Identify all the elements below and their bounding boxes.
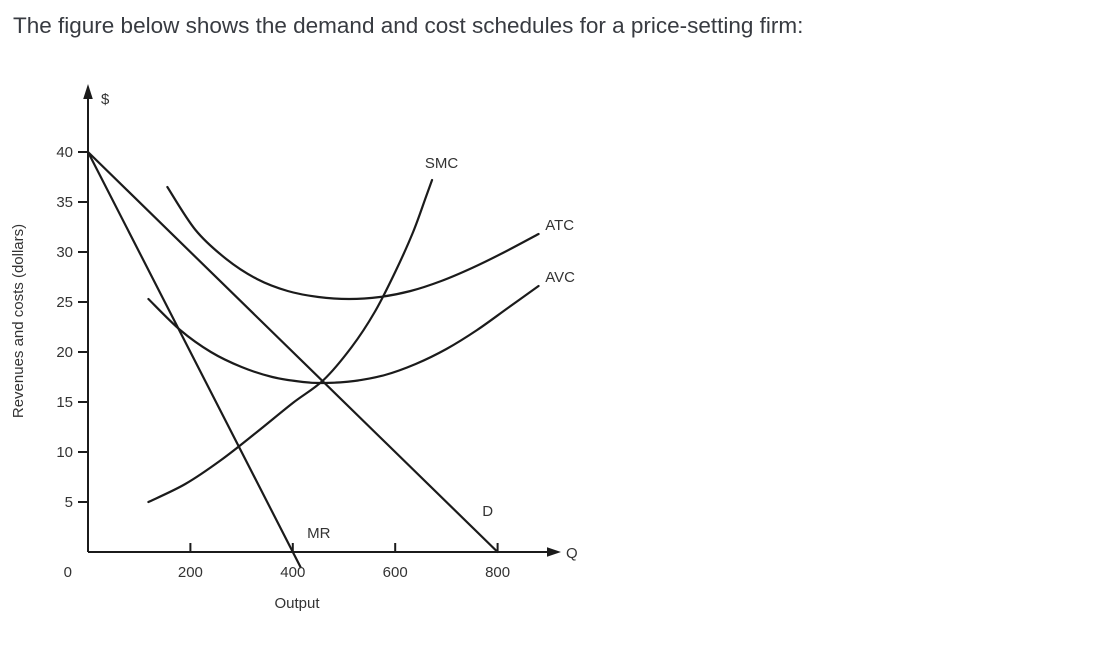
y-tick-label: 25 [56, 294, 73, 311]
page-title: The figure below shows the demand and co… [13, 13, 804, 38]
x-axis-symbol: Q [566, 545, 578, 562]
curve-AVC [147, 284, 540, 385]
curve-ATC [166, 185, 540, 301]
y-tick-label: 30 [56, 244, 73, 261]
x-tick-label: 600 [383, 564, 408, 581]
curve-label-AVC: AVC [545, 269, 575, 286]
x-tick-label: 200 [178, 564, 203, 581]
origin-label: 0 [64, 564, 72, 581]
y-tick-label: 10 [56, 444, 73, 461]
y-tick-label: 5 [65, 494, 73, 511]
figure: 5 10 15 20 25 30 35 40 200 400 600 800 0 $ Q Output Reve… [0, 59, 1117, 639]
curve-SMC [147, 178, 434, 504]
y-axis-title: Revenues and costs (dollars) [10, 224, 27, 418]
y-tick-label: 40 [56, 144, 73, 161]
curve-label-D: D [482, 503, 493, 520]
page: The figure below shows the demand and co… [0, 12, 1117, 639]
axes [78, 84, 561, 557]
curve-label-SMC: SMC [425, 155, 459, 172]
y-axis-arrow [83, 84, 93, 99]
x-tick-label: 800 [485, 564, 510, 581]
y-tick-label: 20 [56, 344, 73, 361]
curve-D [86, 150, 499, 554]
curve-label-ATC: ATC [545, 217, 574, 234]
x-tick-label: 400 [280, 564, 305, 581]
y-axis-symbol: $ [101, 91, 110, 108]
curve-MR [86, 150, 302, 569]
chart-labels: 5 10 15 20 25 30 35 40 200 400 600 800 0 $ Q Output Reve… [10, 91, 578, 612]
curve-label-MR: MR [307, 525, 330, 542]
y-tick-label: 15 [56, 394, 73, 411]
demand-cost-chart: 5 10 15 20 25 30 35 40 200 400 600 800 0 $ Q Output Reve… [10, 84, 578, 612]
curves [86, 150, 540, 569]
y-tick-label: 35 [56, 194, 73, 211]
x-axis-arrow [547, 547, 561, 557]
x-axis-title: Output [274, 595, 320, 612]
